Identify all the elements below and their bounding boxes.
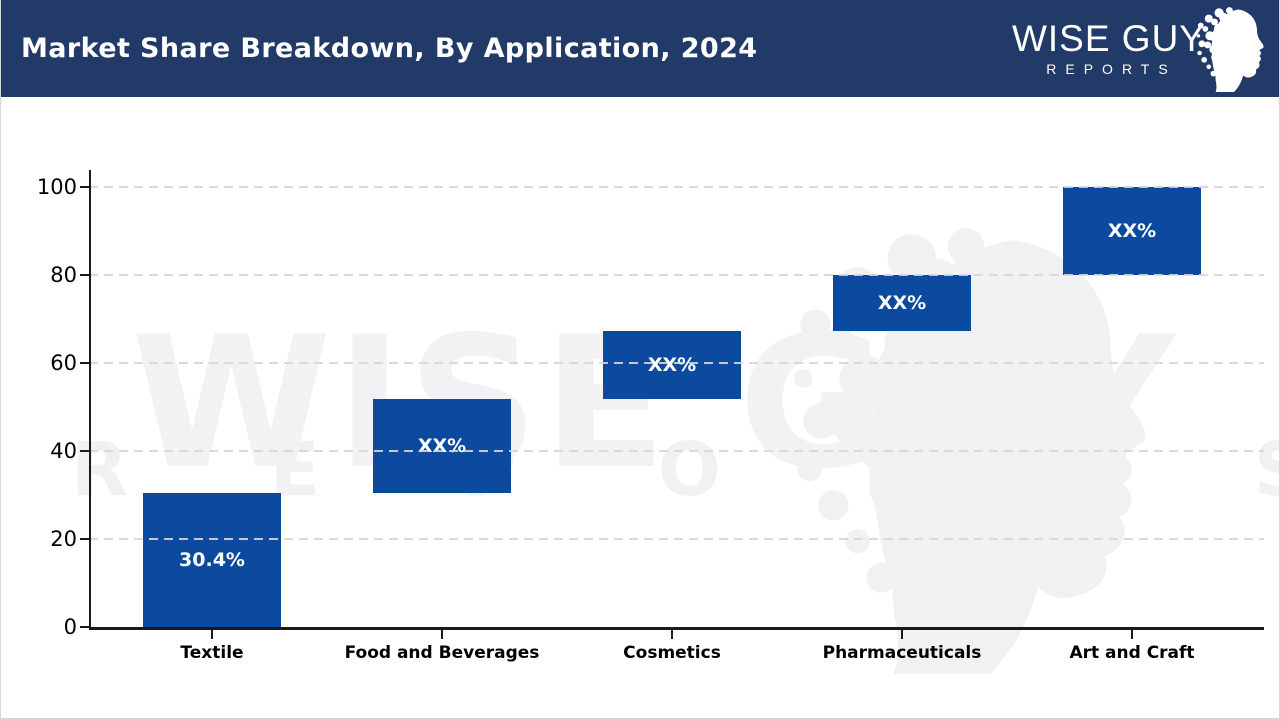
gridline-100 [89,186,1264,188]
bar-food-and-beverages: XX% [373,399,511,494]
chart-title: Market Share Breakdown, By Application, … [21,33,758,64]
x-tick-mark-food-and-beverages [441,630,443,639]
wiseguy-logo-text: WISE GUY REPORTS [1012,20,1205,77]
y-tick-label-40: 40 [50,439,77,463]
gridline-40 [89,450,1264,452]
category-label-textile: Textile [180,643,244,663]
wiseguy-logo: WISE GUY REPORTS [1012,0,1269,97]
y-tick-mark-80 [80,274,89,276]
gridline-60 [89,362,1264,364]
bar-value-label-cosmetics: XX% [647,354,697,377]
category-label-food-and-beverages: Food and Beverages [344,643,540,663]
y-tick-mark-20 [80,538,89,540]
category-label-pharmaceuticals: Pharmaceuticals [822,643,982,663]
chart-plot-area: WISE GUY R E P O R T S 0 20 40 60 80 100 30.4%… [1,97,1279,718]
y-tick-label-80: 80 [50,263,77,287]
bar-value-label-art-and-craft: XX% [1107,220,1157,242]
category-label-cosmetics: Cosmetics [623,643,721,663]
bar-value-label-pharmaceuticals: XX% [877,292,927,315]
y-tick-mark-60 [80,362,89,364]
x-tick-mark-cosmetics [671,630,673,639]
bar-cosmetics: XX% [603,331,741,400]
x-tick-mark-textile [211,630,213,639]
y-axis-line [89,170,91,629]
bar-pharmaceuticals: XX% [833,275,971,332]
y-tick-mark-40 [80,450,89,452]
gridline-20 [89,538,1264,540]
x-tick-mark-art-and-craft [1131,630,1133,639]
bar-art-and-craft: XX% [1063,187,1201,275]
bar-textile: 30.4% [143,493,281,627]
y-tick-label-60: 60 [50,351,77,375]
y-tick-mark-100 [80,186,89,188]
header-bar: Market Share Breakdown, By Application, … [1,0,1279,97]
y-tick-label-0: 0 [63,615,77,639]
x-tick-mark-pharmaceuticals [901,630,903,639]
category-label-art-and-craft: Art and Craft [1069,643,1195,663]
bar-value-label-textile: 30.4% [179,549,245,572]
logo-reports-label: REPORTS [1046,61,1177,77]
logo-wiseguy-label: WISE GUY [1011,18,1205,59]
y-tick-label-100: 100 [36,175,77,199]
bar-value-label-food-and-beverages: XX% [417,435,467,458]
y-tick-mark-0 [80,626,89,628]
x-axis-line [89,627,1264,630]
gridline-80 [89,274,1264,276]
y-tick-label-20: 20 [50,527,77,551]
